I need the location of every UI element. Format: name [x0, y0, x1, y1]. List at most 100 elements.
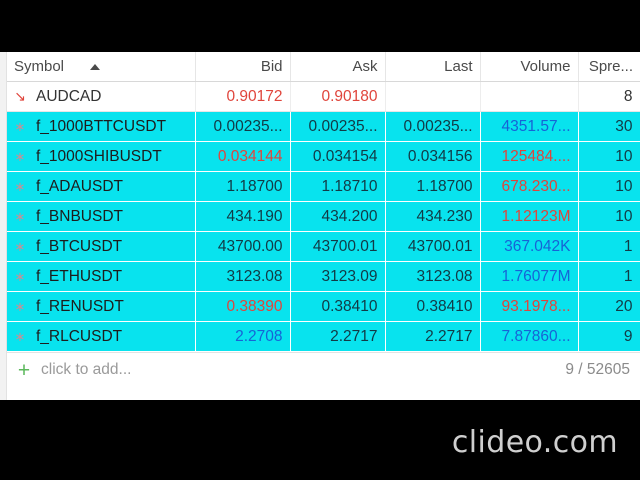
- cell-spread[interactable]: 20: [578, 291, 640, 322]
- cell-ask[interactable]: 43700.01: [290, 231, 386, 262]
- cell-symbol[interactable]: ∗ f_RENUSDT: [7, 291, 196, 322]
- cell-volume[interactable]: 1.12123M: [480, 201, 579, 232]
- table-body: ↘ AUDCAD 0.90172 0.90180 8 ∗ f_1000BTTCUSDT 0.0…: [7, 81, 640, 352]
- market-watch-table: Symbol Bid Ask Last Volume Spre... ↘ AUDC…: [7, 52, 640, 352]
- cell-bid[interactable]: 1.18700: [195, 171, 291, 202]
- market-watch-panel: Symbol Bid Ask Last Volume Spre... ↘ AUDC…: [0, 52, 640, 400]
- symbol-label: f_RENUSDT: [36, 297, 124, 315]
- cell-volume[interactable]: 4351.57...: [480, 111, 579, 142]
- symbol-label: f_1000BTTCUSDT: [36, 117, 167, 135]
- cell-spread[interactable]: 8: [578, 81, 640, 112]
- cell-symbol[interactable]: ↘ AUDCAD: [7, 81, 196, 112]
- cell-volume[interactable]: [480, 81, 579, 112]
- cell-volume[interactable]: 93.1978...: [480, 291, 579, 322]
- column-header-spread[interactable]: Spre...: [578, 52, 640, 82]
- cell-volume[interactable]: 367.042K: [480, 231, 579, 262]
- sort-ascending-caret-icon[interactable]: [90, 64, 101, 71]
- cell-symbol[interactable]: ∗ f_1000BTTCUSDT: [7, 111, 196, 142]
- cell-volume[interactable]: 1.76077M: [480, 261, 579, 292]
- cell-volume[interactable]: 125484....: [480, 141, 579, 172]
- cell-last[interactable]: [385, 81, 481, 112]
- cell-ask[interactable]: 3123.09: [290, 261, 386, 292]
- cell-spread[interactable]: 9: [578, 321, 640, 352]
- asterisk-dot-icon: ∗: [14, 238, 26, 254]
- cell-volume[interactable]: 7.87860...: [480, 321, 579, 352]
- cell-spread[interactable]: 1: [578, 261, 640, 292]
- clideo-watermark: clideo.com: [451, 425, 618, 460]
- table-row[interactable]: ↘ AUDCAD 0.90172 0.90180 8: [7, 81, 640, 112]
- cell-symbol[interactable]: ∗ f_BNBUSDT: [7, 201, 196, 232]
- symbol-counter: 9 / 52605: [565, 361, 630, 378]
- click-to-add-label: click to add...: [41, 361, 132, 378]
- symbol-label: f_RLCUSDT: [36, 327, 123, 345]
- asterisk-dot-icon: ∗: [14, 148, 26, 164]
- table-row[interactable]: ∗ f_ETHUSDT 3123.08 3123.09 3123.08 1.76077M 1: [7, 261, 640, 292]
- symbol-label: f_BNBUSDT: [36, 207, 123, 225]
- column-header-last[interactable]: Last: [385, 52, 481, 82]
- cell-bid[interactable]: 0.90172: [195, 81, 291, 112]
- column-header-ask[interactable]: Ask: [290, 52, 386, 82]
- cell-spread[interactable]: 10: [578, 201, 640, 232]
- letterbox-top: [0, 0, 640, 52]
- column-header-volume[interactable]: Volume: [480, 52, 579, 82]
- cell-symbol[interactable]: ∗ f_BTCUSDT: [7, 231, 196, 262]
- asterisk-dot-icon: ∗: [14, 118, 26, 134]
- cell-ask[interactable]: 0.034154: [290, 141, 386, 172]
- cell-last[interactable]: 0.034156: [385, 141, 481, 172]
- asterisk-dot-icon: ∗: [14, 268, 26, 284]
- table-row[interactable]: ∗ f_BNBUSDT 434.190 434.200 434.230 1.12123M 1…: [7, 201, 640, 232]
- cell-symbol[interactable]: ∗ f_1000SHIBUSDT: [7, 141, 196, 172]
- cell-bid[interactable]: 0.00235...: [195, 111, 291, 142]
- cell-last[interactable]: 0.00235...: [385, 111, 481, 142]
- cell-spread[interactable]: 10: [578, 141, 640, 172]
- cell-last[interactable]: 3123.08: [385, 261, 481, 292]
- cell-last[interactable]: 0.38410: [385, 291, 481, 322]
- table-row[interactable]: ∗ f_1000BTTCUSDT 0.00235... 0.00235... 0.002…: [7, 111, 640, 142]
- cell-ask[interactable]: 0.00235...: [290, 111, 386, 142]
- symbol-label: AUDCAD: [36, 87, 102, 105]
- cell-bid[interactable]: 0.38390: [195, 291, 291, 322]
- cell-ask[interactable]: 434.200: [290, 201, 386, 232]
- cell-bid[interactable]: 2.2708: [195, 321, 291, 352]
- symbol-label: f_ETHUSDT: [36, 267, 123, 285]
- symbol-label: f_1000SHIBUSDT: [36, 147, 162, 165]
- cell-spread[interactable]: 10: [578, 171, 640, 202]
- cell-ask[interactable]: 0.90180: [290, 81, 386, 112]
- cell-last[interactable]: 2.2717: [385, 321, 481, 352]
- plus-icon[interactable]: +: [17, 358, 31, 382]
- cell-bid[interactable]: 434.190: [195, 201, 291, 232]
- column-header-bid[interactable]: Bid: [195, 52, 291, 82]
- table-row[interactable]: ∗ f_RENUSDT 0.38390 0.38410 0.38410 93.1978..…: [7, 291, 640, 322]
- header-row: Symbol Bid Ask Last Volume Spre...: [7, 52, 640, 82]
- cell-last[interactable]: 1.18700: [385, 171, 481, 202]
- asterisk-dot-icon: ∗: [14, 208, 26, 224]
- symbol-label: f_ADAUSDT: [36, 177, 123, 195]
- cell-ask[interactable]: 2.2717: [290, 321, 386, 352]
- table-row[interactable]: ∗ f_1000SHIBUSDT 0.034144 0.034154 0.034156 1…: [7, 141, 640, 172]
- cell-volume[interactable]: 678.230...: [480, 171, 579, 202]
- cell-symbol[interactable]: ∗ f_ADAUSDT: [7, 171, 196, 202]
- table-row[interactable]: ∗ f_BTCUSDT 43700.00 43700.01 43700.01 367.04…: [7, 231, 640, 262]
- column-header-symbol[interactable]: Symbol: [7, 52, 196, 82]
- cell-spread[interactable]: 30: [578, 111, 640, 142]
- table-row[interactable]: ∗ f_ADAUSDT 1.18700 1.18710 1.18700 678.230..…: [7, 171, 640, 202]
- cell-ask[interactable]: 1.18710: [290, 171, 386, 202]
- left-rail: [0, 52, 7, 400]
- cell-ask[interactable]: 0.38410: [290, 291, 386, 322]
- letterbox-bottom: [0, 400, 640, 480]
- symbol-label: f_BTCUSDT: [36, 237, 123, 255]
- cell-symbol[interactable]: ∗ f_RLCUSDT: [7, 321, 196, 352]
- cell-spread[interactable]: 1: [578, 231, 640, 262]
- click-to-add-row[interactable]: + click to add... 9 / 52605: [7, 352, 640, 387]
- asterisk-dot-icon: ∗: [14, 298, 26, 314]
- table-header: Symbol Bid Ask Last Volume Spre...: [7, 52, 640, 82]
- cell-symbol[interactable]: ∗ f_ETHUSDT: [7, 261, 196, 292]
- cell-bid[interactable]: 0.034144: [195, 141, 291, 172]
- table-row[interactable]: ∗ f_RLCUSDT 2.2708 2.2717 2.2717 7.87860... 9: [7, 321, 640, 352]
- arrow-down-right-icon: ↘: [14, 87, 26, 104]
- cell-bid[interactable]: 3123.08: [195, 261, 291, 292]
- cell-bid[interactable]: 43700.00: [195, 231, 291, 262]
- cell-last[interactable]: 43700.01: [385, 231, 481, 262]
- cell-last[interactable]: 434.230: [385, 201, 481, 232]
